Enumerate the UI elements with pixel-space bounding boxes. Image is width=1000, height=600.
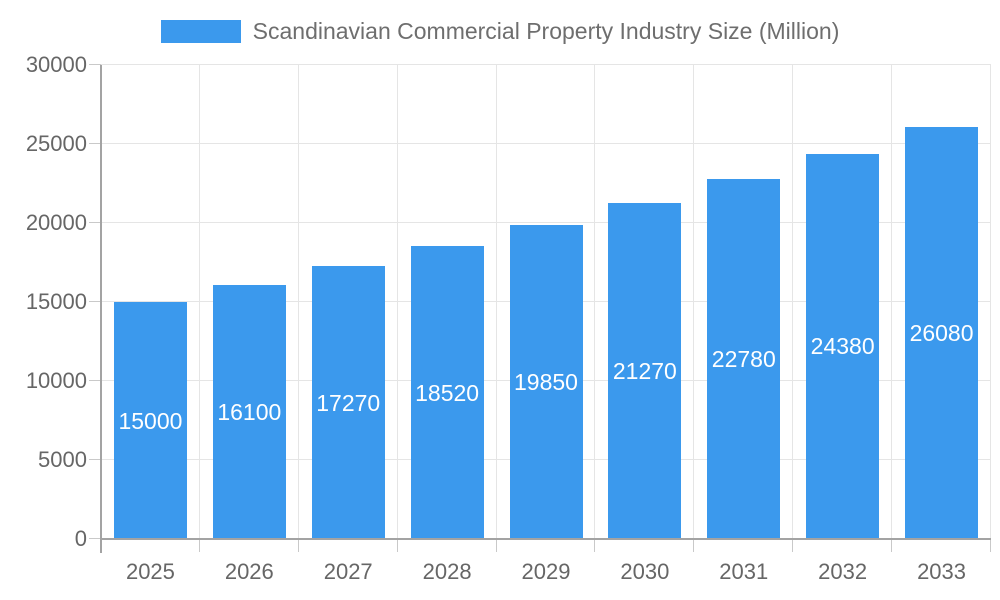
chart-legend[interactable]: Scandinavian Commercial Property Industr… [0, 17, 1000, 45]
x-gridline [495, 65, 497, 539]
y-tick-mark [89, 301, 101, 302]
x-axis-tick-label: 2032 [818, 559, 868, 584]
y-gridline [101, 64, 991, 65]
x-tick-mark [693, 539, 695, 552]
x-tick-mark [396, 539, 398, 552]
y-axis-tick-label: 30000 [25, 52, 87, 77]
x-gridline [990, 65, 991, 539]
bar-value-label: 18520 [415, 379, 480, 406]
x-gridline [891, 65, 893, 539]
x-tick-mark [198, 539, 200, 552]
bar [905, 126, 979, 539]
legend-series-label: Scandinavian Commercial Property Industr… [252, 18, 840, 44]
x-axis-tick-label: 2026 [224, 559, 274, 584]
bar-value-label: 19850 [514, 369, 578, 396]
y-axis-tick-label: 25000 [25, 131, 87, 156]
bar [113, 302, 187, 539]
bar-value-label: 21270 [612, 357, 677, 384]
x-gridline [594, 65, 596, 539]
y-tick-mark [89, 64, 101, 65]
bar-value-label: 24380 [810, 333, 875, 360]
y-axis-tick-label: 0 [74, 526, 87, 551]
x-axis-tick-label: 2033 [917, 559, 967, 584]
bar-value-label: 22780 [711, 346, 776, 373]
x-gridline [693, 65, 695, 539]
x-axis-tick-label: 2025 [125, 559, 175, 584]
y-tick-mark [89, 459, 101, 460]
bar [707, 179, 781, 539]
x-gridline [297, 65, 299, 539]
y-tick-mark [89, 143, 101, 144]
x-axis-line [100, 538, 991, 540]
y-gridline [101, 222, 991, 223]
x-axis-tick-label: 2027 [323, 559, 373, 584]
bar-value-label: 16100 [217, 398, 282, 425]
bar [806, 153, 880, 539]
x-gridline [198, 65, 200, 539]
y-axis-tick-label: 10000 [25, 368, 87, 393]
x-axis-tick-label: 2029 [521, 559, 571, 584]
y-tick-mark [89, 538, 101, 539]
x-tick-mark [297, 539, 299, 552]
x-tick-mark [990, 539, 991, 552]
bar [608, 202, 682, 539]
y-axis-tick-label: 20000 [25, 210, 87, 235]
x-gridline [792, 65, 794, 539]
bar-value-label: 15000 [118, 407, 183, 434]
x-axis-tick-label: 2030 [620, 559, 670, 584]
bar [311, 266, 385, 539]
y-tick-mark [89, 380, 101, 381]
bar [509, 225, 583, 539]
legend-swatch [160, 19, 241, 43]
bar [410, 246, 484, 539]
x-axis-tick-label: 2031 [719, 559, 769, 584]
x-tick-mark [792, 539, 794, 552]
bar-value-label: 26080 [909, 319, 974, 346]
bar-value-label: 17270 [316, 389, 381, 416]
y-gridline [101, 143, 991, 144]
y-axis-line [100, 65, 102, 553]
bar [212, 284, 286, 539]
x-tick-mark [891, 539, 893, 552]
y-axis-tick-label: 15000 [25, 289, 87, 314]
x-gridline [396, 65, 398, 539]
x-tick-mark [495, 539, 497, 552]
y-tick-mark [89, 222, 101, 223]
y-axis-tick-label: 5000 [38, 447, 87, 472]
x-tick-mark [594, 539, 596, 552]
x-axis-tick-label: 2028 [422, 559, 472, 584]
